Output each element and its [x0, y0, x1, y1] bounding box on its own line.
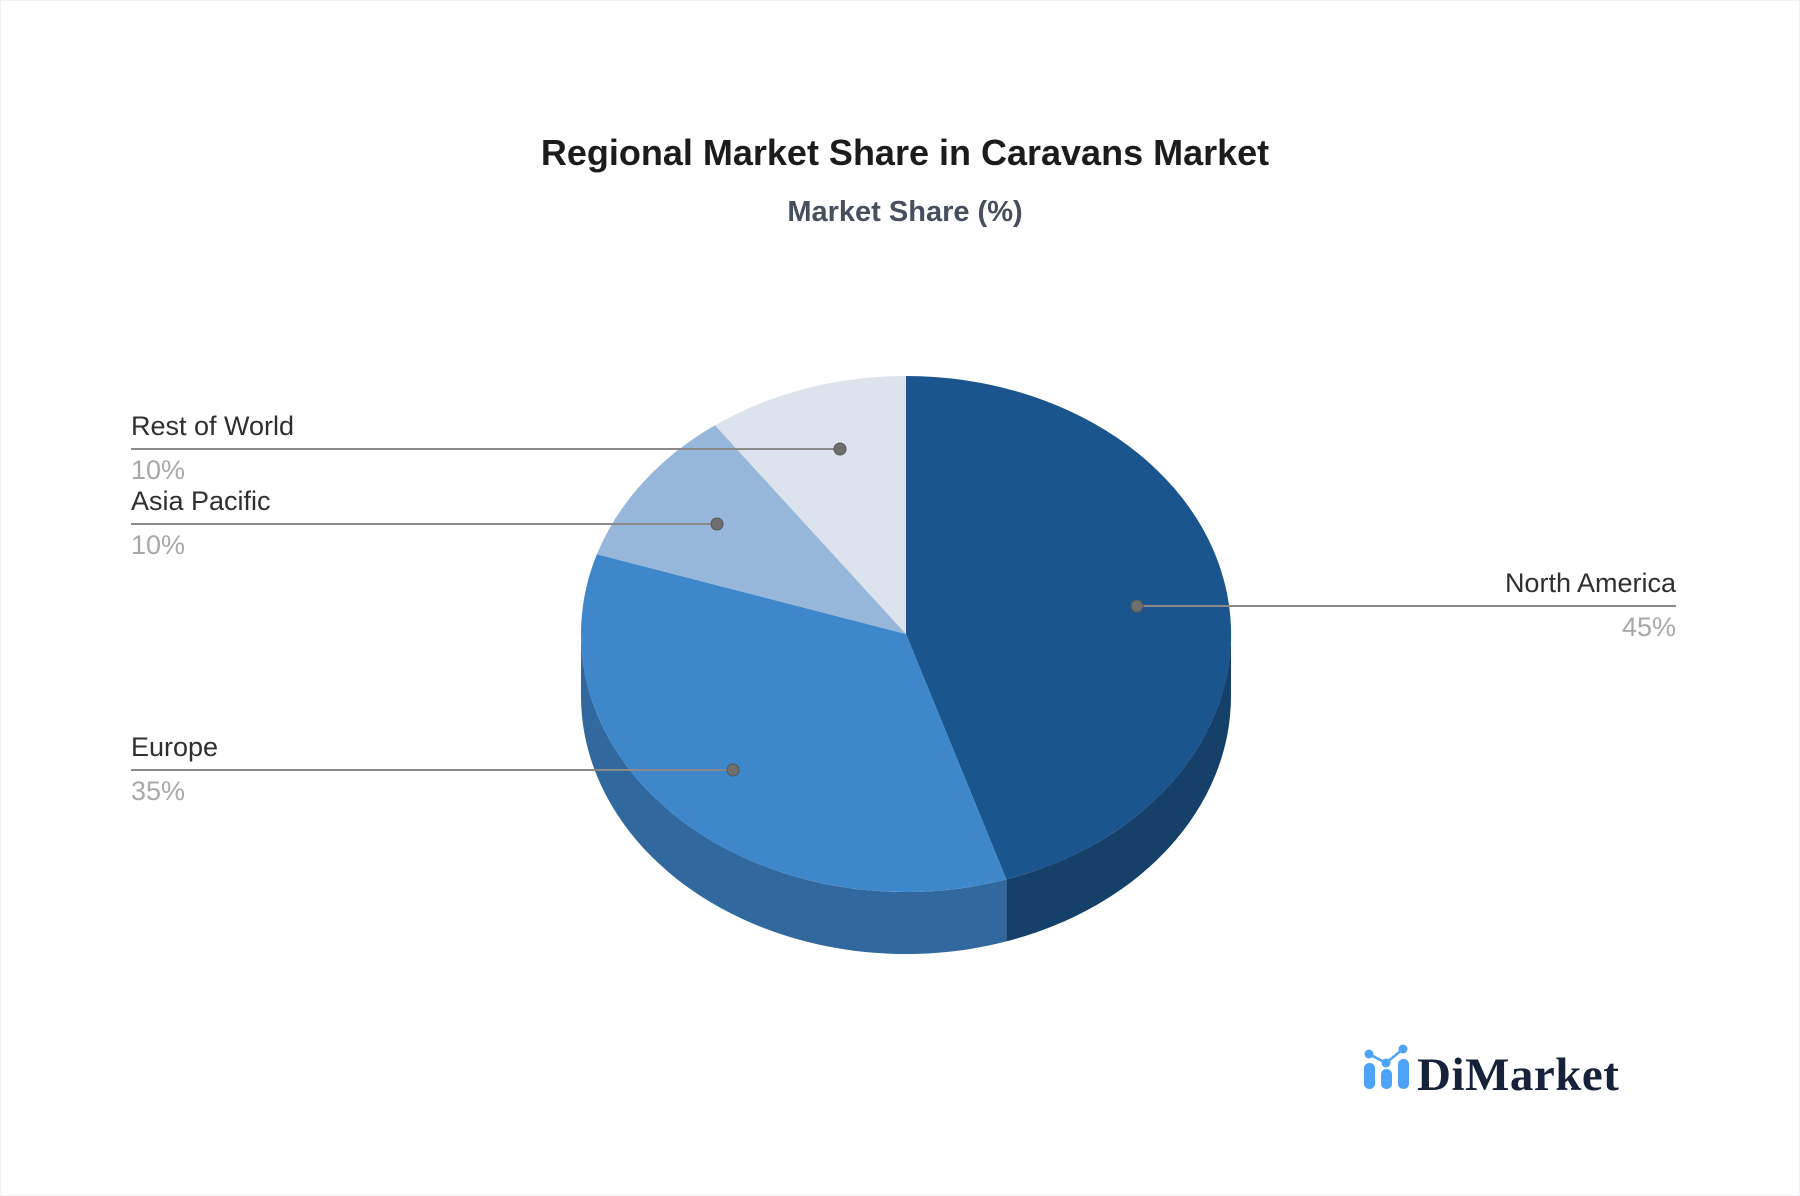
leader-dot-asia-pacific	[710, 517, 724, 531]
slice-label-europe: Europe	[131, 732, 218, 762]
logo-dot-right	[1398, 1044, 1408, 1054]
logo-dot-left	[1364, 1049, 1374, 1059]
slice-percent-rest-of-world: 10%	[131, 455, 185, 485]
logo-wordmark: DiMarket	[1417, 1049, 1619, 1101]
pie-3d-top	[580, 376, 1232, 893]
slice-label-rest-of-world: Rest of World	[131, 411, 294, 441]
callout-europe: Europe 35%	[131, 732, 740, 806]
leader-dot-north-america	[1130, 599, 1144, 613]
chart-subtitle: Market Share (%)	[787, 196, 1022, 228]
slice-label-north-america: North America	[1505, 568, 1677, 598]
leader-dot-rest-of-world	[833, 442, 847, 456]
leader-dot-europe	[726, 763, 740, 777]
callout-north-america: North America 45%	[1130, 568, 1677, 642]
callout-asia-pacific: Asia Pacific 10%	[131, 486, 724, 560]
brand-logo: DiMarket	[1364, 1044, 1619, 1101]
slice-percent-europe: 35%	[131, 776, 185, 806]
logo-dot-middle	[1381, 1058, 1391, 1068]
logo-bar-right	[1398, 1059, 1409, 1089]
slice-label-asia-pacific: Asia Pacific	[131, 486, 271, 516]
logo-bar-left	[1364, 1063, 1375, 1089]
pie-slice-rest-of-world[interactable]	[715, 376, 906, 634]
pie-slice-north-america[interactable]	[906, 376, 1232, 880]
pie-side-north-america	[1006, 634, 1231, 942]
pie-slice-asia-pacific[interactable]	[596, 425, 906, 634]
pie-3d-sides	[581, 634, 1231, 955]
slice-percent-north-america: 45%	[1622, 612, 1676, 642]
bar-chart-logo-icon	[1364, 1044, 1409, 1089]
callout-rest-of-world: Rest of World 10%	[131, 411, 847, 485]
logo-bar-middle	[1381, 1069, 1392, 1089]
chart-title: Regional Market Share in Caravans Market	[541, 132, 1269, 173]
pie-side-europe	[581, 634, 1007, 955]
slice-percent-asia-pacific: 10%	[131, 530, 185, 560]
pie-slice-europe[interactable]	[580, 554, 1007, 893]
